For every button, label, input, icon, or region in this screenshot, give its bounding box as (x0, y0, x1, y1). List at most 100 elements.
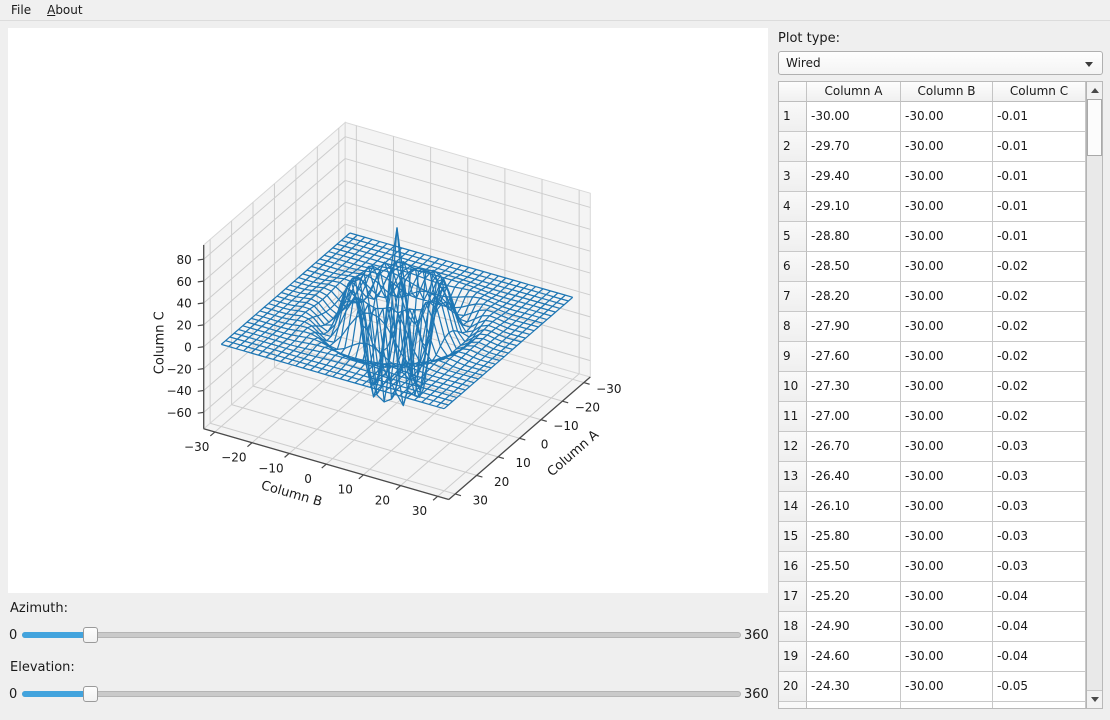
data-cell[interactable]: -25.20 (807, 582, 901, 612)
data-cell[interactable]: -0.03 (993, 522, 1086, 552)
column-header-column-a[interactable]: Column A (807, 82, 901, 102)
data-cell[interactable] (993, 702, 1086, 708)
data-cell[interactable]: -0.02 (993, 252, 1086, 282)
row-number-cell[interactable]: 15 (779, 522, 807, 552)
data-cell[interactable]: -27.00 (807, 402, 901, 432)
data-cell[interactable]: -29.10 (807, 192, 901, 222)
row-number-cell[interactable]: 12 (779, 432, 807, 462)
data-cell[interactable]: -28.50 (807, 252, 901, 282)
data-cell[interactable]: -30.00 (901, 462, 993, 492)
data-cell[interactable]: -0.04 (993, 612, 1086, 642)
row-number-cell[interactable]: 20 (779, 672, 807, 702)
data-cell[interactable] (901, 702, 993, 708)
row-number-cell[interactable]: 18 (779, 612, 807, 642)
column-header-column-b[interactable]: Column B (901, 82, 993, 102)
data-cell[interactable]: -0.03 (993, 462, 1086, 492)
data-cell[interactable]: -0.03 (993, 432, 1086, 462)
data-cell[interactable]: -30.00 (901, 342, 993, 372)
row-number-cell[interactable]: 4 (779, 192, 807, 222)
data-cell[interactable]: -0.01 (993, 222, 1086, 252)
row-number-cell[interactable]: 16 (779, 552, 807, 582)
data-cell[interactable]: -30.00 (901, 132, 993, 162)
scrollbar-up-button[interactable] (1087, 82, 1102, 100)
data-cell[interactable]: -0.04 (993, 642, 1086, 672)
data-cell[interactable]: -0.01 (993, 162, 1086, 192)
data-cell[interactable]: -26.70 (807, 432, 901, 462)
data-cell[interactable]: -30.00 (901, 432, 993, 462)
data-cell[interactable]: -0.03 (993, 492, 1086, 522)
data-cell[interactable]: -30.00 (901, 162, 993, 192)
slider-track[interactable] (22, 632, 741, 638)
data-cell[interactable]: -30.00 (901, 582, 993, 612)
data-cell[interactable]: -0.02 (993, 372, 1086, 402)
scrollbar-thumb[interactable] (1087, 99, 1102, 156)
data-cell[interactable]: -27.90 (807, 312, 901, 342)
menu-item-file[interactable]: File (11, 3, 32, 17)
slider-track[interactable] (22, 691, 741, 697)
row-number-cell[interactable]: 1 (779, 102, 807, 132)
column-header-row-number[interactable] (779, 82, 807, 102)
data-cell[interactable]: -30.00 (901, 282, 993, 312)
row-number-cell[interactable]: 11 (779, 402, 807, 432)
data-cell[interactable]: -26.40 (807, 462, 901, 492)
data-cell[interactable]: -0.01 (993, 102, 1086, 132)
data-cell[interactable]: -30.00 (901, 192, 993, 222)
data-cell[interactable]: -0.04 (993, 582, 1086, 612)
row-number-cell[interactable]: 8 (779, 312, 807, 342)
data-cell[interactable]: -0.02 (993, 402, 1086, 432)
data-cell[interactable]: -30.00 (901, 672, 993, 702)
data-cell[interactable]: -30.00 (901, 222, 993, 252)
plot-canvas[interactable] (8, 28, 768, 593)
data-cell[interactable]: -30.00 (901, 312, 993, 342)
data-cell[interactable] (807, 702, 901, 708)
slider-handle[interactable] (83, 627, 98, 643)
data-cell[interactable]: -28.80 (807, 222, 901, 252)
data-cell[interactable]: -30.00 (901, 102, 993, 132)
data-cell[interactable]: -30.00 (901, 402, 993, 432)
data-cell[interactable]: -0.05 (993, 672, 1086, 702)
table-scrollbar[interactable] (1086, 82, 1102, 708)
data-cell[interactable]: -29.70 (807, 132, 901, 162)
row-number-cell[interactable]: 6 (779, 252, 807, 282)
data-cell[interactable]: -30.00 (807, 102, 901, 132)
scrollbar-down-button[interactable] (1087, 690, 1102, 708)
row-number-cell[interactable]: 7 (779, 282, 807, 312)
data-cell[interactable]: -26.10 (807, 492, 901, 522)
row-number-cell[interactable]: 3 (779, 162, 807, 192)
data-cell[interactable]: -30.00 (901, 642, 993, 672)
data-cell[interactable]: -24.90 (807, 612, 901, 642)
data-cell[interactable]: -24.60 (807, 642, 901, 672)
row-number-cell[interactable]: 14 (779, 492, 807, 522)
data-cell[interactable]: -0.02 (993, 312, 1086, 342)
data-cell[interactable]: -30.00 (901, 492, 993, 522)
data-cell[interactable]: -30.00 (901, 612, 993, 642)
row-number-cell[interactable] (779, 702, 807, 708)
data-cell[interactable]: -30.00 (901, 372, 993, 402)
row-number-cell[interactable]: 17 (779, 582, 807, 612)
row-number-cell[interactable]: 19 (779, 642, 807, 672)
menu-item-about[interactable]: About (47, 3, 83, 17)
data-cell[interactable]: -0.01 (993, 132, 1086, 162)
data-cell[interactable]: -0.02 (993, 282, 1086, 312)
data-cell[interactable]: -30.00 (901, 252, 993, 282)
data-cell[interactable]: -0.02 (993, 342, 1086, 372)
data-cell[interactable]: -27.60 (807, 342, 901, 372)
row-number-cell[interactable]: 2 (779, 132, 807, 162)
slider-handle[interactable] (83, 686, 98, 702)
data-cell[interactable]: -30.00 (901, 522, 993, 552)
row-number-cell[interactable]: 13 (779, 462, 807, 492)
row-number-cell[interactable]: 10 (779, 372, 807, 402)
data-cell[interactable]: -24.30 (807, 672, 901, 702)
row-number-cell[interactable]: 9 (779, 342, 807, 372)
row-number-cell[interactable]: 5 (779, 222, 807, 252)
data-cell[interactable]: -0.03 (993, 552, 1086, 582)
data-cell[interactable]: -30.00 (901, 552, 993, 582)
column-header-column-c[interactable]: Column C (993, 82, 1086, 102)
data-cell[interactable]: -27.30 (807, 372, 901, 402)
plot-type-combobox[interactable]: Wired (778, 51, 1103, 75)
azimuth-slider[interactable] (22, 627, 741, 643)
data-cell[interactable]: -29.40 (807, 162, 901, 192)
data-cell[interactable]: -28.20 (807, 282, 901, 312)
elevation-slider[interactable] (22, 686, 741, 702)
data-cell[interactable]: -25.80 (807, 522, 901, 552)
